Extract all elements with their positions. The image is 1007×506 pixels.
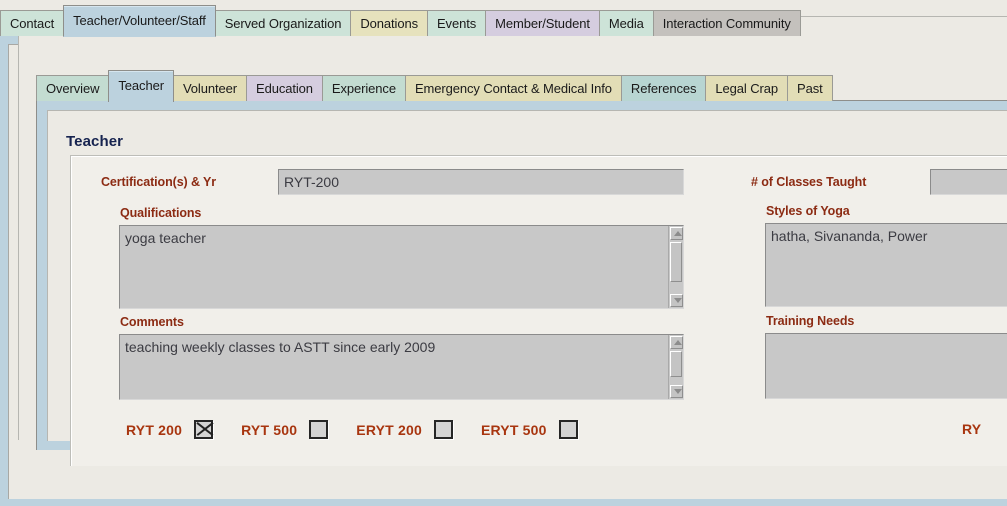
primary-tab-interaction-community[interactable]: Interaction Community — [652, 10, 801, 36]
certification-label: Certification(s) & Yr — [101, 175, 217, 189]
styles-of-yoga-text: hatha, Sivananda, Power — [771, 228, 928, 244]
secondary-tab-past[interactable]: Past — [787, 75, 833, 101]
scrollbar-thumb[interactable] — [670, 351, 682, 377]
certification-checkbox-row: RYT 200 RYT 500 ERYT 200 ERYT 500 — [126, 420, 606, 439]
classes-taught-label: # of Classes Taught — [751, 175, 867, 189]
secondary-tab-strip: Overview Teacher Volunteer Education Experie… — [36, 70, 833, 102]
checkbox-ryt-500[interactable] — [309, 420, 329, 439]
checkbox-group-eryt-200: ERYT 200 — [356, 420, 453, 439]
primary-tab-media[interactable]: Media — [598, 10, 654, 36]
scrollbar-thumb[interactable] — [670, 242, 682, 282]
qualifications-label: Qualifications — [120, 206, 202, 220]
primary-tab-contact[interactable]: Contact — [0, 10, 65, 36]
checkbox-group-ryt-500: RYT 500 — [241, 420, 329, 439]
page-title: Teacher — [66, 133, 124, 150]
primary-tab-strip: Contact Teacher/Volunteer/Staff Served Org… — [0, 5, 1007, 37]
checkbox-group-eryt-500: ERYT 500 — [481, 420, 578, 439]
styles-of-yoga-textarea[interactable]: hatha, Sivananda, Power — [765, 223, 1007, 307]
secondary-tab-experience[interactable]: Experience — [321, 75, 406, 101]
scroll-up-icon[interactable] — [670, 336, 683, 349]
secondary-tab-overview[interactable]: Overview — [36, 75, 110, 101]
secondary-tab-teacher[interactable]: Teacher — [108, 70, 174, 102]
checkbox-label: ERYT 200 — [356, 421, 422, 438]
checkbox-label: ERYT 500 — [480, 421, 547, 438]
secondary-tab-legal-crap[interactable]: Legal Crap — [705, 75, 789, 101]
secondary-tab-volunteer[interactable]: Volunteer — [172, 75, 247, 101]
certification-input[interactable]: RYT-200 — [278, 169, 684, 195]
checkbox-eryt-500[interactable] — [558, 420, 578, 439]
comments-label: Comments — [120, 315, 184, 329]
primary-tab-events[interactable]: Events — [426, 10, 487, 36]
checkbox-label: RYT 500 — [241, 421, 298, 438]
secondary-tab-education[interactable]: Education — [246, 75, 323, 101]
training-needs-textarea[interactable] — [765, 333, 1007, 399]
checkbox-ryt-200[interactable] — [194, 420, 214, 439]
secondary-tab-references[interactable]: References — [620, 75, 707, 101]
qualifications-text: yoga teacher — [125, 230, 206, 246]
right-cut-off-label: RY — [962, 421, 982, 437]
secondary-tab-emergency-contact-medical-info[interactable]: Emergency Contact & Medical Info — [404, 75, 622, 101]
primary-tab-member-student[interactable]: Member/Student — [485, 10, 600, 36]
scroll-down-icon[interactable] — [670, 385, 683, 398]
checkbox-label: RYT 200 — [126, 421, 183, 438]
teacher-fields-groupbox — [70, 155, 1007, 466]
qualifications-textarea[interactable]: yoga teacher — [119, 225, 684, 309]
primary-tab-donations[interactable]: Donations — [350, 10, 428, 36]
scroll-down-icon[interactable] — [670, 294, 683, 307]
primary-tab-served-organization[interactable]: Served Organization — [214, 10, 352, 36]
checkbox-group-ryt-200: RYT 200 — [126, 420, 214, 439]
qualifications-scrollbar[interactable] — [668, 226, 683, 308]
primary-tab-teacher-volunteer-staff[interactable]: Teacher/Volunteer/Staff — [63, 5, 216, 37]
styles-of-yoga-label: Styles of Yoga — [766, 204, 850, 218]
scroll-up-icon[interactable] — [670, 227, 683, 240]
comments-textarea[interactable]: teaching weekly classes to ASTT since ea… — [119, 334, 684, 400]
comments-scrollbar[interactable] — [668, 335, 683, 399]
checkbox-eryt-200[interactable] — [433, 420, 453, 439]
classes-taught-input[interactable] — [930, 169, 1007, 195]
comments-text: teaching weekly classes to ASTT since ea… — [125, 339, 436, 355]
training-needs-label: Training Needs — [766, 314, 855, 328]
